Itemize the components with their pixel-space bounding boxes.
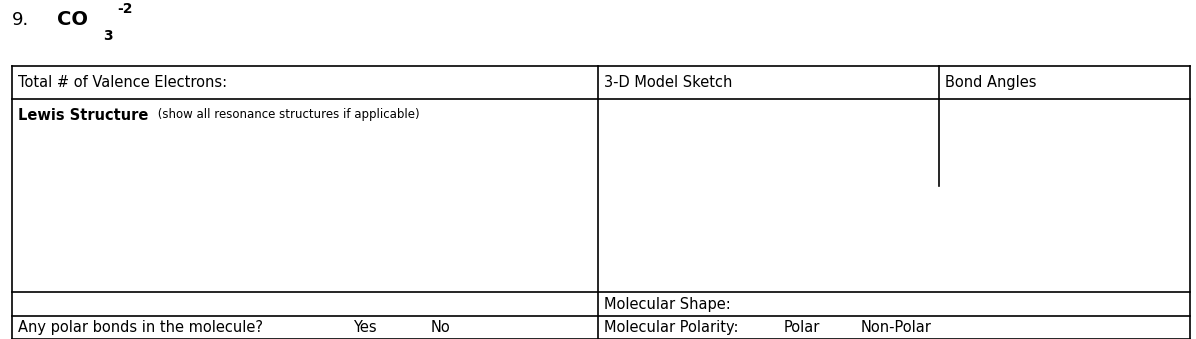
Text: Molecular Polarity:: Molecular Polarity: — [604, 320, 738, 335]
Text: Any polar bonds in the molecule?: Any polar bonds in the molecule? — [18, 320, 263, 335]
Text: (show all resonance structures if applicable): (show all resonance structures if applic… — [154, 108, 420, 121]
Text: Non-Polar: Non-Polar — [861, 320, 932, 335]
Text: 3-D Model Sketch: 3-D Model Sketch — [604, 75, 732, 90]
Text: -2: -2 — [117, 2, 133, 16]
Text: Lewis Structure: Lewis Structure — [18, 108, 148, 123]
Text: 3: 3 — [103, 29, 112, 43]
Text: Polar: Polar — [783, 320, 819, 335]
Text: Yes: Yes — [353, 320, 377, 335]
Text: Molecular Shape:: Molecular Shape: — [604, 297, 731, 312]
Text: Bond Angles: Bond Angles — [945, 75, 1037, 90]
Text: 9.: 9. — [12, 12, 29, 29]
Text: No: No — [431, 320, 451, 335]
Text: Total # of Valence Electrons:: Total # of Valence Electrons: — [18, 75, 227, 90]
Text: CO: CO — [57, 11, 89, 29]
